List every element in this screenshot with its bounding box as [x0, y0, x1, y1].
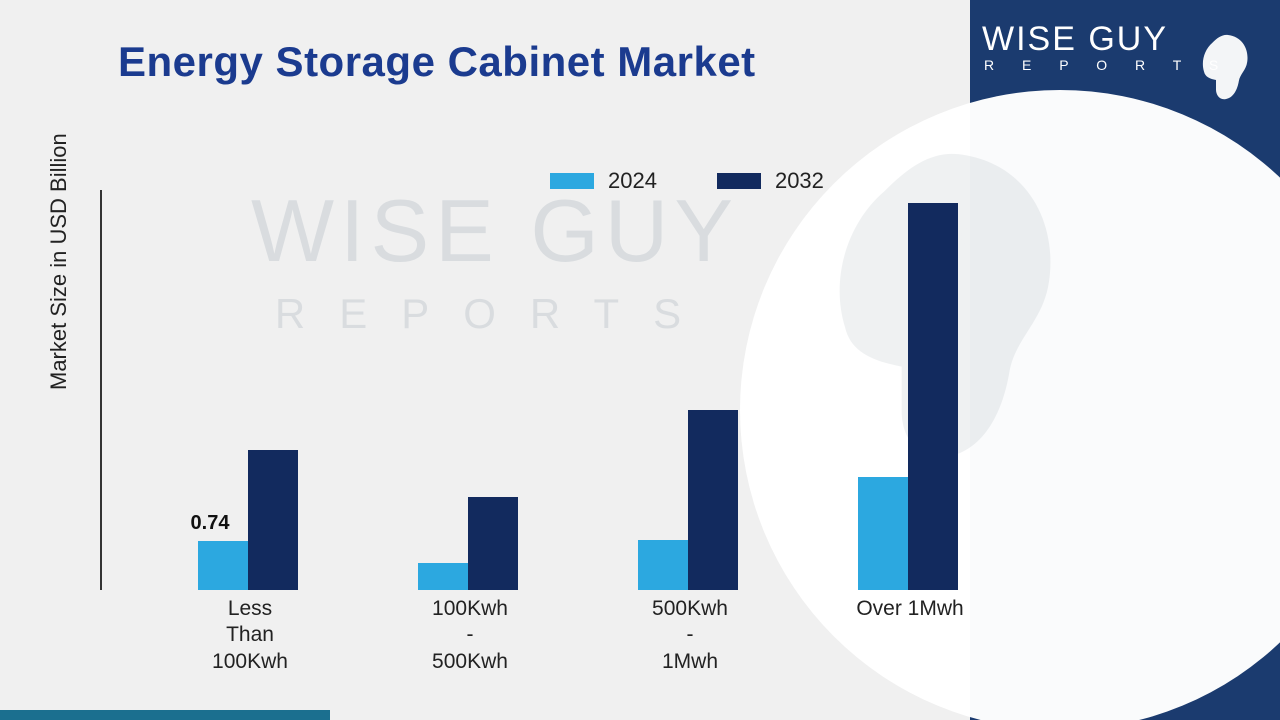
bar-2024 — [858, 477, 908, 590]
legend-swatch-2032 — [717, 173, 761, 189]
plot-area: 0.74LessThan100Kwh100Kwh-500Kwh500Kwh-1M… — [100, 190, 1060, 590]
chart-canvas: WISE GUY REPORTS Energy Storage Cabinet … — [0, 0, 1280, 720]
y-axis-line — [100, 190, 102, 590]
legend-swatch-2024 — [550, 173, 594, 189]
x-axis-category-label: Over 1Mwh — [820, 596, 1000, 622]
bar-2024 — [198, 541, 248, 590]
x-axis-category-label: LessThan100Kwh — [160, 596, 340, 675]
brand-logo: WISE GUY R E P O R T S — [982, 20, 1262, 73]
bar-2032 — [468, 497, 518, 590]
y-axis-label: Market Size in USD Billion — [46, 133, 72, 390]
bar-value-label: 0.74 — [180, 512, 240, 535]
x-axis-category-label: 100Kwh-500Kwh — [380, 596, 560, 675]
bar-2032 — [248, 450, 298, 590]
chart-title: Energy Storage Cabinet Market — [118, 38, 756, 86]
bottom-accent-strip — [0, 710, 330, 720]
x-axis-category-label: 500Kwh-1Mwh — [600, 596, 780, 675]
brand-head-icon — [1190, 32, 1254, 104]
bar-2024 — [638, 540, 688, 590]
bar-2032 — [908, 203, 958, 590]
bar-2032 — [688, 410, 738, 590]
bar-2024 — [418, 563, 468, 590]
